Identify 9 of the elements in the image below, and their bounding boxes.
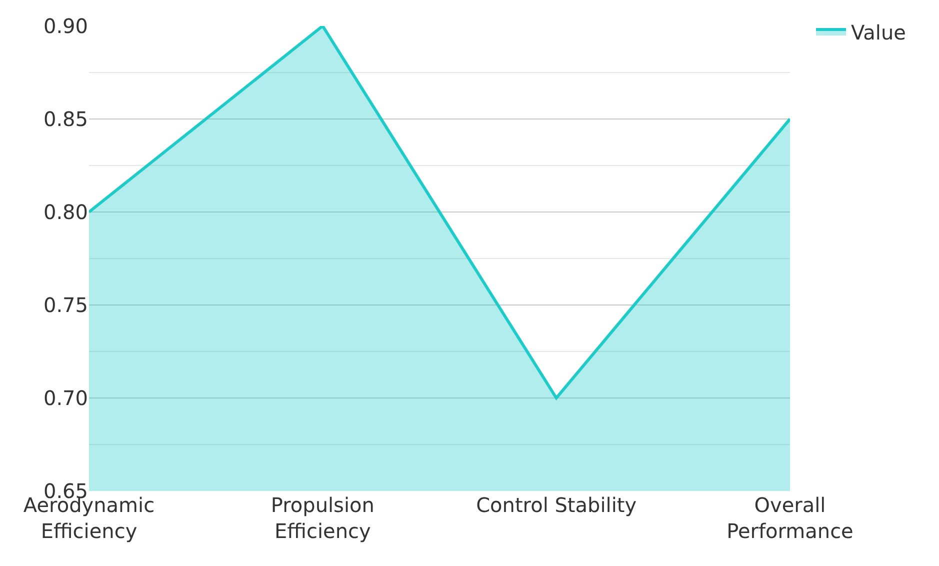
y-tick-label: 0.70 — [43, 386, 88, 410]
y-tick-label: 0.85 — [43, 107, 88, 131]
y-tick-label: 0.80 — [43, 200, 88, 224]
legend-label: Value — [851, 20, 906, 44]
x-tick-label: Overall Performance — [726, 493, 854, 543]
y-tick-label: 0.90 — [43, 14, 88, 38]
y-tick-label: 0.75 — [43, 293, 88, 317]
x-tick-label: Control Stability — [476, 493, 637, 517]
x-tick-label: Propulsion Efficiency — [270, 493, 374, 543]
